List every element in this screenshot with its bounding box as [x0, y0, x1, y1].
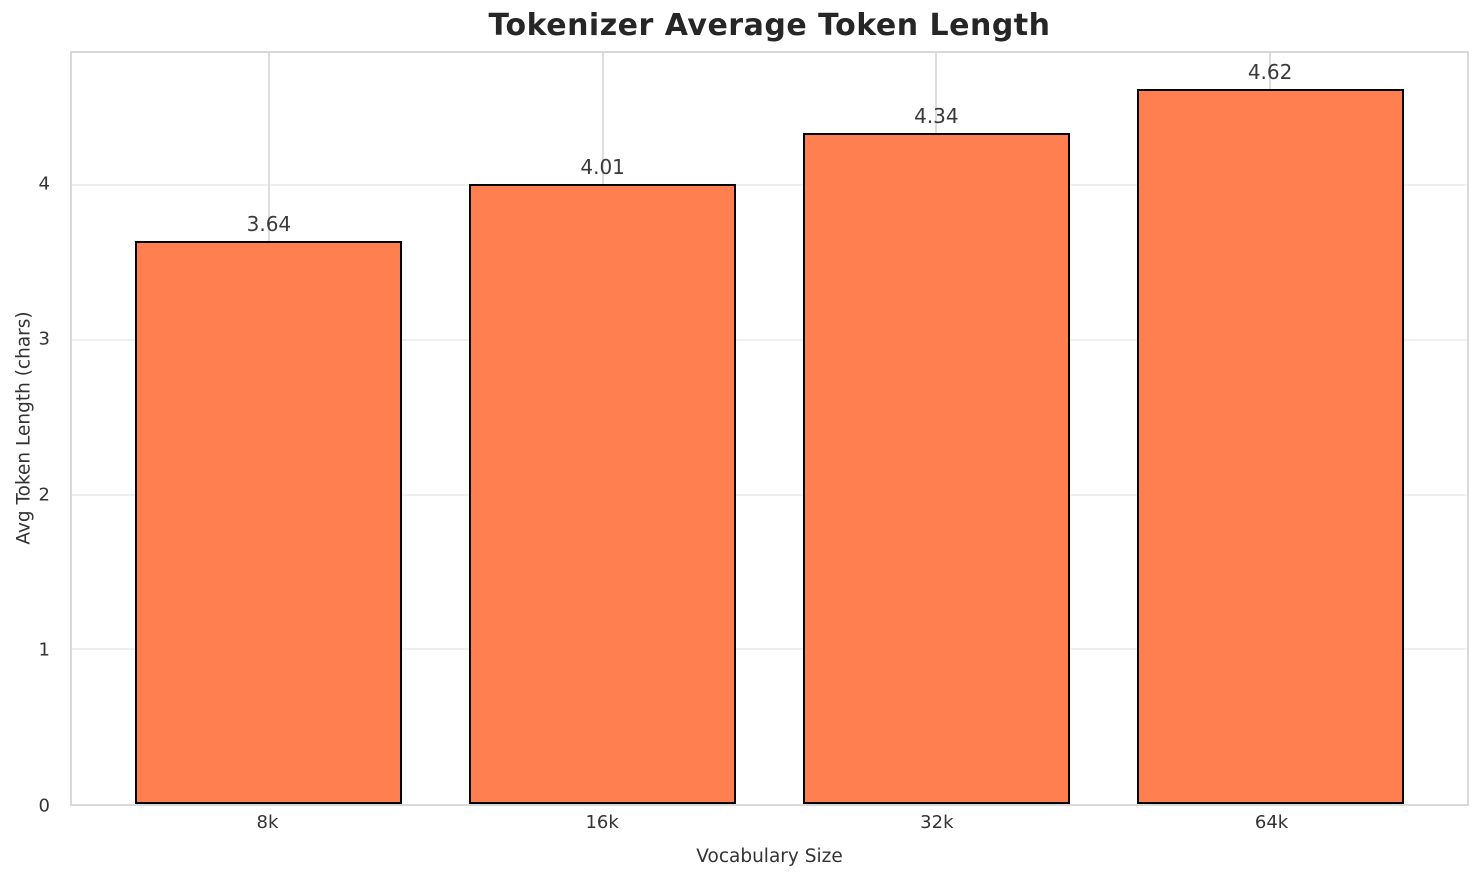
x-tick-label: 32k: [920, 812, 954, 833]
bar-value-label: 4.34: [914, 103, 959, 128]
x-axis-ticks: 8k 16k 32k 64k: [70, 812, 1469, 840]
bar-value-label: 4.62: [1247, 60, 1293, 85]
x-tick-label: 16k: [585, 812, 619, 833]
bar: [1136, 89, 1404, 804]
bar-value-label: 3.64: [246, 211, 292, 236]
h-gridline: [72, 648, 1467, 651]
x-tick-label: 64k: [1254, 812, 1289, 833]
y-axis-ticks: 0 1 2 3 4: [0, 51, 62, 816]
y-tick-label: 1: [38, 639, 50, 661]
y-tick-label: 3: [38, 328, 50, 350]
y-tick-label: 0: [38, 795, 50, 817]
h-gridline: [72, 184, 1467, 187]
h-gridline: [72, 338, 1467, 341]
h-gridline: [72, 493, 1467, 496]
chart-title: Tokenizer Average Token Length: [488, 8, 1051, 43]
y-tick-label: 4: [38, 173, 50, 195]
y-axis-label: Avg Token Length (chars): [13, 311, 35, 545]
bar: [802, 132, 1070, 804]
x-tick-label: 8k: [256, 812, 279, 833]
y-tick-label: 2: [38, 484, 50, 506]
plot-area: 3.64 4.01 4.34 4.62: [70, 51, 1469, 806]
bar-value-label: 4.01: [580, 154, 625, 179]
bar: [469, 183, 737, 804]
x-axis-label: Vocabulary Size: [696, 846, 843, 867]
bar: [135, 240, 403, 804]
